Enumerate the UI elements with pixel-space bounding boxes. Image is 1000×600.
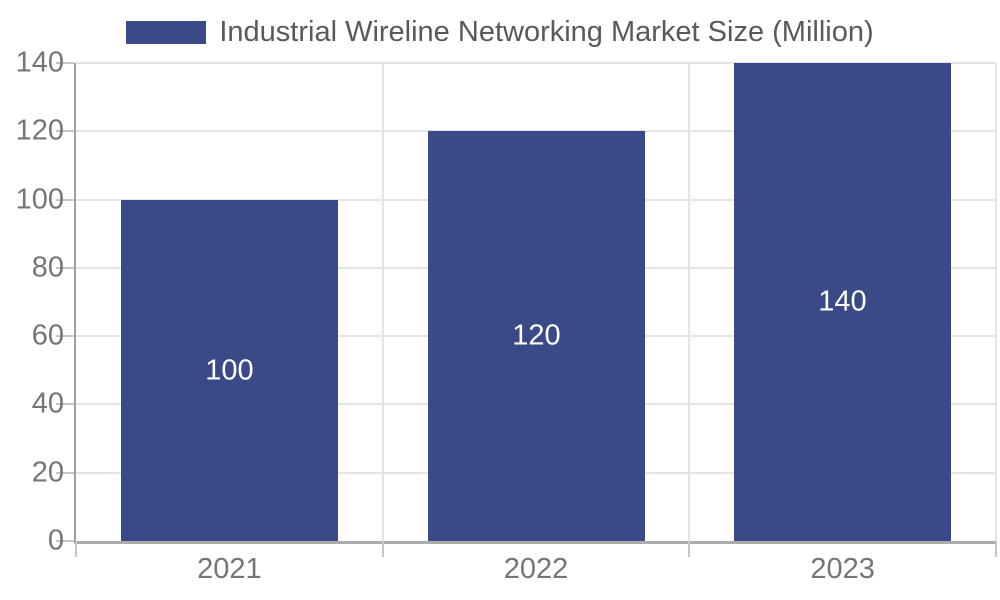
bar-2022: 120 (428, 131, 645, 541)
y-tick (56, 198, 74, 201)
bar-value-label: 100 (205, 354, 254, 387)
y-tick-label: 80 (31, 251, 64, 284)
x-tick (995, 541, 997, 557)
x-gridline (995, 63, 997, 541)
x-gridline (382, 63, 384, 541)
y-gridline (76, 62, 996, 64)
y-tick-label: 0 (47, 524, 64, 557)
plot-area: 0 20 40 60 80 100 120 140 100 2021 120 2022 140 2023 (16, 48, 997, 584)
legend-label: Industrial Wireline Networking Market Si… (219, 15, 874, 48)
y-tick-label: 60 (31, 319, 64, 352)
y-tick (56, 540, 74, 542)
bar-2021: 100 (121, 200, 338, 541)
x-tick (382, 541, 384, 557)
y-tick-label: 140 (15, 46, 64, 79)
legend: Industrial Wireline Networking Market Si… (0, 14, 1000, 50)
bar-2023: 140 (734, 63, 951, 541)
x-tick-label: 2023 (810, 553, 875, 585)
x-tick-label: 2022 (503, 553, 569, 585)
y-tick-label: 120 (15, 114, 64, 147)
y-tick-label: 40 (31, 387, 64, 420)
y-tick-label: 20 (31, 456, 64, 489)
x-tick-label: 2021 (197, 553, 262, 585)
y-tick (56, 62, 74, 64)
y-tick (56, 130, 74, 133)
legend-swatch (126, 20, 207, 44)
x-gridline (688, 63, 690, 541)
bar-value-label: 120 (512, 319, 561, 352)
y-tick-label: 100 (15, 183, 64, 216)
y-tick (56, 403, 74, 406)
x-tick (75, 541, 77, 557)
y-tick (56, 266, 74, 269)
y-tick (56, 335, 74, 338)
bar-value-label: 140 (818, 285, 867, 318)
x-tick (688, 541, 690, 557)
y-tick (56, 471, 74, 474)
